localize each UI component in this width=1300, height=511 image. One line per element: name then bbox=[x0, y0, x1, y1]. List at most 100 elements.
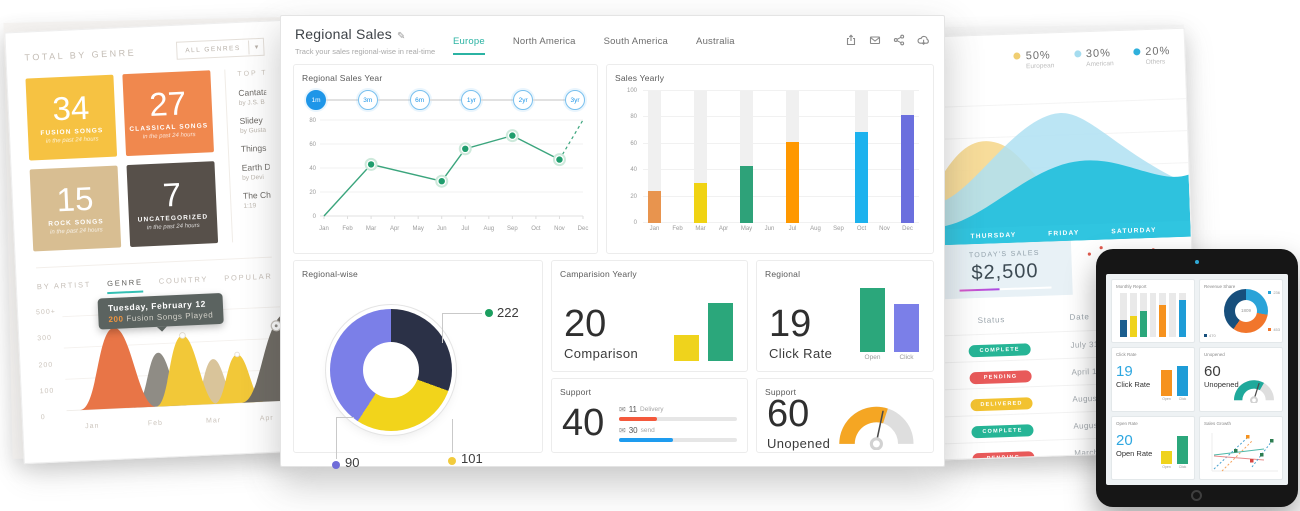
rock-count: 15 bbox=[55, 179, 95, 219]
list-item[interactable]: Cantata by J.S. B bbox=[238, 86, 269, 107]
bar-dec bbox=[900, 114, 915, 223]
axis-label: 20 bbox=[309, 190, 316, 196]
classical-count: 27 bbox=[148, 84, 187, 124]
card-title: Support bbox=[560, 387, 592, 397]
range-3m[interactable]: 3m bbox=[357, 90, 378, 110]
card-title: Regional-wise bbox=[302, 269, 358, 279]
bar-jan bbox=[647, 191, 662, 223]
tablet-open-rate-card: Open Rate 20 Open Rate Open Click bbox=[1111, 415, 1195, 480]
tab-by-artist[interactable]: BY ARTIST bbox=[36, 279, 92, 292]
axis-label: Oct bbox=[856, 226, 867, 232]
axis-label: 40 bbox=[309, 166, 316, 172]
regional-click-rate-card: Regional 19 Click Rate Open Click bbox=[756, 260, 934, 372]
axis-label: Feb bbox=[672, 226, 683, 232]
donut-ring bbox=[330, 309, 452, 431]
genre-card-classical: 27 CLASSICAL SONGS in the past 24 hours bbox=[122, 70, 214, 157]
list-item[interactable]: The Ch 1:19 bbox=[242, 189, 272, 210]
list-item[interactable]: Things bbox=[240, 142, 267, 154]
axis-label: 60 bbox=[309, 142, 316, 148]
axis-label: Jan bbox=[649, 226, 660, 232]
uncategorized-sub: in the past 24 hours bbox=[146, 222, 200, 232]
mini-scatter-chart bbox=[1211, 432, 1278, 472]
tab-australia[interactable]: Australia bbox=[696, 36, 735, 47]
tablet-revenue-share-card: Revenue Share 1809 236 453 470 bbox=[1199, 279, 1283, 344]
mini-bar-chart bbox=[1116, 293, 1190, 337]
todays-sales-label: TODAY'S SALES bbox=[968, 249, 1040, 259]
region-tabs: Europe North America South America Austr… bbox=[453, 36, 735, 55]
tab-europe[interactable]: Europe bbox=[453, 36, 485, 55]
tab-south-america[interactable]: South America bbox=[603, 36, 669, 47]
genre-played-area-chart: 500+ 300 200 100 0 bbox=[36, 292, 291, 457]
axis-label: Feb bbox=[342, 226, 353, 232]
time-range-slider: 1m 3m 6m 1yr 2yr 3yr bbox=[306, 90, 585, 110]
click-rate-value: 19 bbox=[769, 303, 812, 345]
classical-sub: in the past 24 hours bbox=[142, 131, 196, 141]
tablet-device: Monthly Report Revenue Share 1809 23 bbox=[1096, 249, 1298, 507]
header-action-icons bbox=[845, 34, 930, 46]
dashboard-header: Regional Sales ✎ Track your sales regiona… bbox=[281, 16, 944, 62]
send-progress: ✉ 30 send bbox=[619, 426, 737, 442]
cloud-download-icon[interactable] bbox=[917, 34, 930, 46]
bar-jul bbox=[785, 142, 800, 223]
support-value: 40 bbox=[562, 402, 605, 444]
mini-gauge bbox=[1234, 379, 1274, 403]
legend-american: 30% American bbox=[1073, 47, 1114, 68]
genre-card-grid: 34 FUSION SONGS in the past 24 hours 27 … bbox=[25, 70, 219, 252]
list-item[interactable]: Earth D by Devi bbox=[241, 161, 271, 182]
bar-mar bbox=[693, 183, 708, 223]
tab-popular[interactable]: POPULAR bbox=[224, 271, 273, 283]
card-title: Camparision Yearly bbox=[560, 269, 637, 279]
axis-label: Sep bbox=[507, 226, 518, 232]
range-3yr[interactable]: 3yr bbox=[564, 90, 585, 110]
home-button[interactable] bbox=[1191, 490, 1202, 501]
axis-label: Sep bbox=[833, 226, 844, 232]
range-1m[interactable]: 1m bbox=[306, 90, 326, 110]
rock-label: ROCK SONGS bbox=[48, 218, 104, 228]
axis-label: 40 bbox=[630, 167, 637, 174]
mail-icon[interactable] bbox=[869, 34, 881, 46]
axis-label: Nov bbox=[879, 226, 890, 232]
fusion-label: FUSION SONGS bbox=[40, 127, 104, 137]
axis-label: Jan bbox=[319, 226, 329, 232]
chart-tooltip: Tuesday, February 12 200 Fusion Songs Pl… bbox=[97, 292, 224, 330]
tab-north-america[interactable]: North America bbox=[512, 36, 576, 47]
edit-icon[interactable]: ✎ bbox=[396, 31, 406, 42]
bar-oct bbox=[854, 131, 869, 223]
range-6m[interactable]: 6m bbox=[409, 90, 430, 110]
card-title: Regional bbox=[765, 269, 801, 279]
camera-icon bbox=[1195, 260, 1199, 264]
unopened-label: Unopened bbox=[767, 436, 831, 451]
legend-dot bbox=[1013, 52, 1021, 60]
tab-genre[interactable]: GENRE bbox=[106, 277, 144, 295]
status-badge: COMPLETE bbox=[971, 424, 1034, 439]
export-icon[interactable] bbox=[845, 34, 857, 46]
axis-label: Mar bbox=[366, 226, 376, 232]
card-title: Support bbox=[765, 387, 797, 397]
range-1yr[interactable]: 1yr bbox=[461, 90, 482, 110]
callout-dot bbox=[485, 309, 493, 317]
axis-label: Jul bbox=[461, 226, 469, 232]
click-rate-label: Click Rate bbox=[769, 346, 833, 361]
bar-chart: 0 20 40 60 80 100 bbox=[627, 88, 919, 226]
legend-european: 50% European bbox=[1013, 49, 1054, 70]
support-unopened-card: Support 60 Unopened bbox=[756, 378, 934, 453]
legend-dot bbox=[1073, 50, 1081, 58]
callout-value: 222 bbox=[497, 305, 519, 320]
page-title: Regional Sales bbox=[295, 26, 392, 42]
mail-icon: ✉ bbox=[619, 404, 626, 414]
tab-country[interactable]: COUNTRY bbox=[158, 274, 209, 286]
unopened-value: 60 bbox=[767, 393, 810, 435]
axis-label: Apr bbox=[390, 226, 399, 232]
list-item[interactable]: Slidey by Gusta bbox=[239, 114, 267, 135]
comparison-label: Comparison bbox=[564, 346, 639, 361]
fusion-count: 34 bbox=[51, 88, 91, 128]
tablet-sales-growth-card: Sales Growth bbox=[1199, 415, 1283, 480]
total-by-genre-heading: TOTAL BY GENRE bbox=[24, 47, 137, 63]
bar-chart-x-axis: Jan Feb Mar Apr May Jun Jul Aug Sep Oct Nov Dec bbox=[643, 226, 919, 232]
axis-label: Dec bbox=[578, 226, 589, 232]
share-icon[interactable] bbox=[893, 34, 905, 46]
mini-bars: Open Click bbox=[1161, 365, 1188, 401]
range-2yr[interactable]: 2yr bbox=[513, 90, 534, 110]
all-genres-dropdown[interactable]: ALL GENRES ▾ bbox=[175, 37, 265, 60]
